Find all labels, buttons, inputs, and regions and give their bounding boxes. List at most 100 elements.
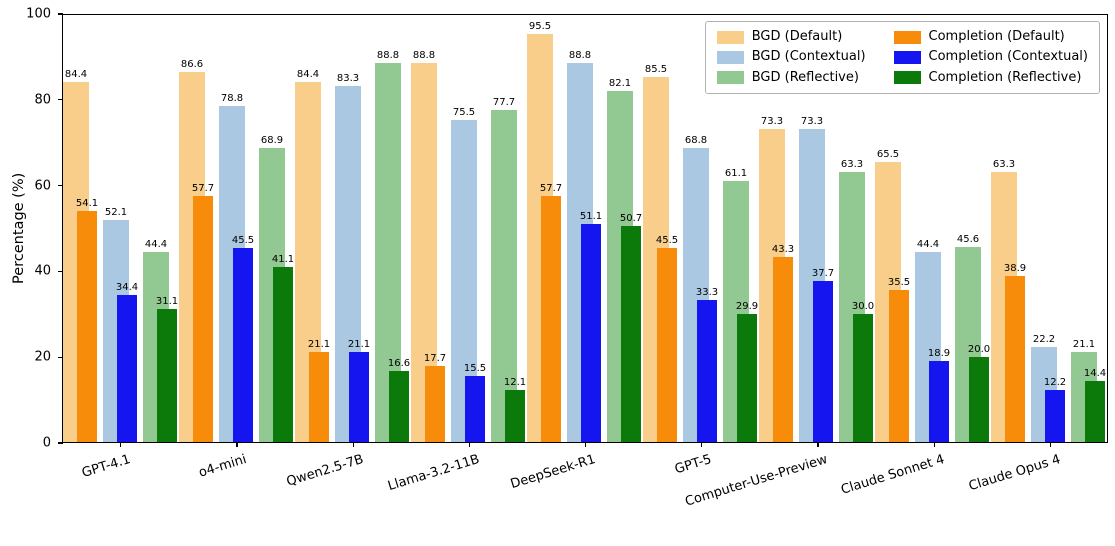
bar-pair: 84.4 21.1	[295, 15, 331, 442]
legend-label: BGD (Reflective)	[751, 69, 859, 85]
y-axis: 0 20 40 60 80 100	[1, 8, 63, 450]
bar-completion-contextual	[349, 351, 369, 442]
legend-label: Completion (Reflective)	[928, 69, 1082, 85]
bar-completion-reflective	[737, 314, 757, 442]
bar-value-label: 65.5	[876, 149, 900, 161]
bar-pair: 77.7 12.1	[491, 15, 527, 442]
y-tick-label: 0	[42, 435, 51, 451]
bar-value-label: 14.4	[1083, 367, 1107, 379]
bar-completion-reflective	[1085, 380, 1105, 442]
x-tick-label-claude-sonnet-4: Claude Sonnet 4	[838, 452, 947, 498]
legend-swatch-icon	[716, 50, 744, 64]
bar-value-label: 75.5	[452, 106, 476, 118]
legend-item-completion-reflective: Completion (Reflective)	[893, 69, 1088, 85]
bar-value-label: 51.1	[579, 210, 603, 222]
bar-completion-reflective	[157, 309, 177, 442]
bar-completion-contextual	[1045, 389, 1065, 442]
bar-group-claude-opus-4: 63.3 38.9 22.2 12.2 21.1 14.4	[991, 15, 1107, 442]
bar-pair: 78.8 45.5	[219, 15, 255, 442]
bar-completion-default	[657, 247, 677, 442]
bar-group-llama-3-2-11b: 88.8 17.7 75.5 15.5 77.7 12.1	[411, 15, 527, 442]
bar-value-label: 41.1	[271, 253, 295, 265]
bar-pair: 95.5 57.7	[527, 15, 563, 442]
legend-swatch-icon	[716, 30, 744, 44]
bar-value-label: 68.8	[684, 135, 708, 147]
bar-value-label: 45.5	[231, 234, 255, 246]
bar-value-label: 45.6	[956, 234, 980, 246]
bar-value-label: 50.7	[619, 212, 643, 224]
x-tick-label-gpt-5: GPT-5	[673, 452, 714, 478]
bar-pair: 85.5 45.5	[643, 15, 679, 442]
bar-value-label: 84.4	[296, 68, 320, 80]
bar-completion-default	[541, 195, 561, 442]
bar-value-label: 20.0	[967, 343, 991, 355]
bar-value-label: 63.3	[840, 158, 864, 170]
bar-value-label: 63.3	[992, 158, 1016, 170]
bar-pair: 44.4 31.1	[143, 15, 179, 442]
bar-pair: 68.9 41.1	[259, 15, 295, 442]
bar-bgd-reflective	[491, 110, 517, 442]
x-tick-mark	[352, 442, 354, 447]
y-tick-label: 40	[34, 263, 51, 279]
bar-completion-contextual	[117, 295, 137, 442]
bar-group-gpt-4-1: 84.4 54.1 52.1 34.4 44.4 31.1	[63, 15, 179, 442]
bar-completion-contextual	[929, 361, 949, 442]
bar-pair: 88.8 16.6	[375, 15, 411, 442]
bar-value-label: 16.6	[387, 358, 411, 370]
x-tick-mark	[817, 442, 819, 447]
bar-pair: 88.8 17.7	[411, 15, 447, 442]
x-tick-mark	[120, 442, 122, 447]
legend-item-bgd-default: BGD (Default)	[716, 29, 866, 44]
legend-swatch-icon	[716, 71, 744, 85]
x-tick-label-o4-mini: o4-mini	[197, 452, 249, 481]
legend-column: BGD (Default) BGD (Contextual) BGD (Reflec…	[716, 29, 866, 85]
bar-completion-contextual	[465, 375, 485, 442]
legend-swatch-icon	[893, 50, 921, 64]
y-tick-mark	[58, 442, 63, 444]
bar-value-label: 52.1	[104, 206, 128, 218]
bar-value-label: 31.1	[155, 296, 179, 308]
bar-pair: 44.4 18.9	[915, 15, 951, 442]
bar-completion-reflective	[621, 225, 641, 442]
bar-completion-reflective	[853, 313, 873, 442]
bar-completion-reflective	[389, 371, 409, 442]
bar-value-label: 61.1	[724, 168, 748, 180]
bar-completion-reflective	[969, 356, 989, 442]
bar-pair: 68.8 33.3	[683, 15, 719, 442]
bar-pair: 73.3 43.3	[759, 15, 795, 442]
bar-pair: 83.3 21.1	[335, 15, 371, 442]
bar-value-label: 22.2	[1032, 334, 1056, 346]
legend-label: Completion (Default)	[928, 29, 1065, 44]
bar-group-o4-mini: 86.6 57.7 78.8 45.5 68.9 41.1	[179, 15, 295, 442]
bar-pair: 22.2 12.2	[1031, 15, 1067, 442]
y-tick-mark	[58, 270, 63, 272]
legend: BGD (Default) BGD (Contextual) BGD (Reflec…	[704, 21, 1100, 94]
bar-value-label: 33.3	[695, 286, 719, 298]
bar-value-label: 86.6	[180, 59, 204, 71]
bar-value-label: 12.2	[1043, 376, 1067, 388]
x-tick-label-gpt-4-1: GPT-4.1	[80, 452, 133, 481]
y-tick-label: 100	[26, 6, 51, 22]
bar-group-gpt-5: 85.5 45.5 68.8 33.3 61.1 29.9	[643, 15, 759, 442]
x-tick-label-deepseek-r1: DeepSeek-R1	[508, 452, 598, 493]
bar-value-label: 88.8	[376, 49, 400, 61]
bar-value-label: 43.3	[771, 244, 795, 256]
x-tick-mark	[236, 442, 238, 447]
bar-value-label: 35.5	[887, 277, 911, 289]
bar-completion-default	[773, 257, 793, 442]
bar-value-label: 21.1	[347, 338, 371, 350]
bar-pair: 63.3 30.0	[839, 15, 875, 442]
bar-value-label: 44.4	[144, 239, 168, 251]
bar-value-label: 21.1	[307, 338, 331, 350]
bar-pair: 21.1 14.4	[1071, 15, 1107, 442]
bar-pair: 61.1 29.9	[723, 15, 759, 442]
bar-completion-default	[193, 195, 213, 442]
bar-value-label: 17.7	[423, 353, 447, 365]
y-tick-mark	[58, 99, 63, 101]
y-tick-mark	[58, 13, 63, 15]
bars-container: 84.4 54.1 52.1 34.4 44.4 31.1 86.6 57.7 78.8 45.5…	[63, 15, 1107, 442]
bar-value-label: 88.8	[412, 49, 436, 61]
bar-value-label: 83.3	[336, 73, 360, 85]
bar-completion-reflective	[505, 390, 525, 442]
